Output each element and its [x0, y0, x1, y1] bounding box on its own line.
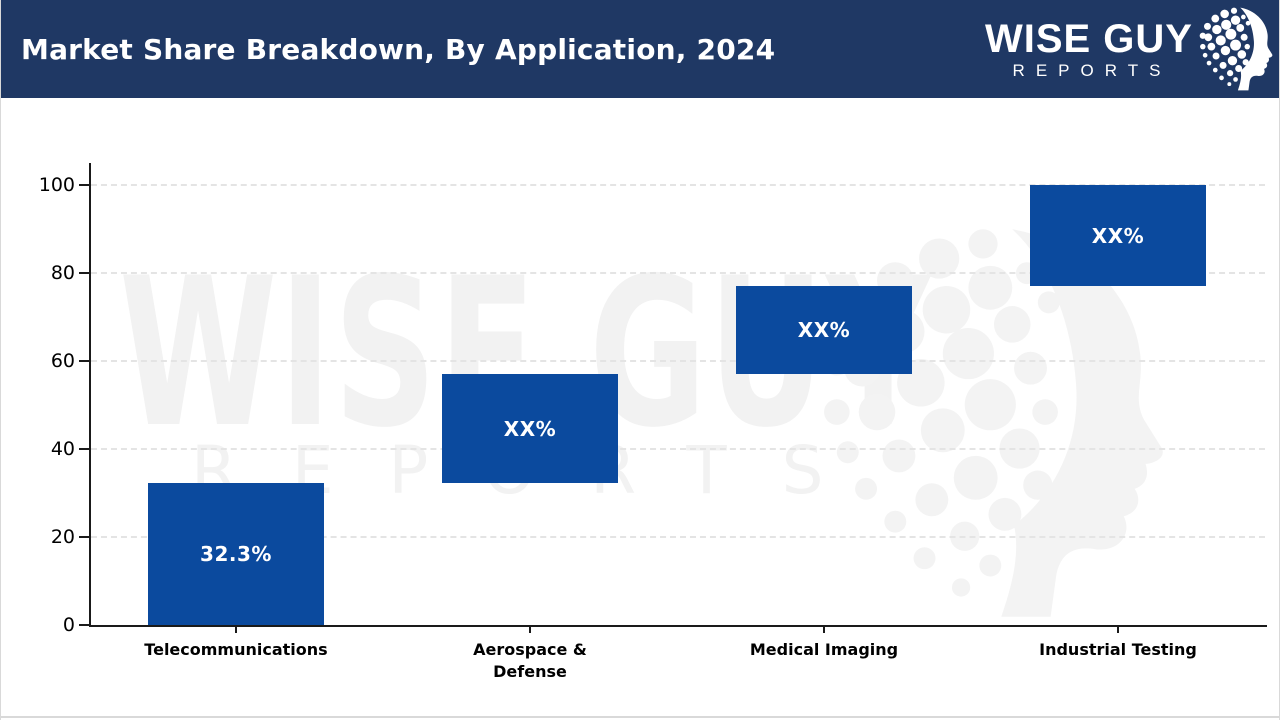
logo-wordmark-line1: WISE GUY: [984, 17, 1193, 61]
logo-wordmark: WISE GUY REPORTS: [985, 19, 1193, 79]
y-axis-label-60: 60: [50, 350, 75, 372]
plot-area: [89, 163, 1267, 627]
y-axis-tick-80: [79, 272, 89, 274]
y-axis-label-80: 80: [50, 262, 75, 284]
y-axis-label-100: 100: [38, 174, 75, 196]
x-axis-tick-0: [235, 627, 237, 633]
category-label-medical-imaging: Medical Imaging: [749, 640, 899, 659]
y-axis-tick-60: [79, 360, 89, 362]
gridline-40: [91, 448, 1265, 450]
y-axis-label-40: 40: [50, 438, 75, 460]
wiseguy-head-icon: [1195, 5, 1273, 93]
x-axis-tick-2: [823, 627, 825, 633]
header-bar: Market Share Breakdown, By Application, …: [1, 0, 1279, 98]
logo-wordmark-line2: REPORTS: [1012, 61, 1172, 80]
bar-aerospace-defense: XX%: [442, 374, 618, 483]
y-axis-tick-20: [79, 536, 89, 538]
bar-value-label: XX%: [797, 318, 851, 343]
bar-value-label: XX%: [1091, 223, 1145, 248]
y-axis-label-20: 20: [50, 526, 75, 548]
gridline-80: [91, 272, 1265, 274]
bar-telecommunications: 32.3%: [148, 482, 324, 625]
y-axis-label-0: 0: [62, 614, 75, 636]
x-axis-tick-1: [529, 627, 531, 633]
bar-value-label: 32.3%: [200, 541, 272, 566]
category-label-telecommunications: Telecommunications: [144, 640, 328, 659]
wiseguy-logo: WISE GUY REPORTS: [985, 5, 1273, 93]
category-label-industrial-testing: Industrial Testing: [1039, 640, 1197, 659]
gridline-20: [91, 536, 1265, 538]
footer-divider: [1, 716, 1279, 718]
y-axis-tick-0: [79, 624, 89, 626]
y-axis-tick-40: [79, 448, 89, 450]
bar-medical-imaging: XX%: [736, 286, 912, 375]
x-axis-tick-3: [1117, 627, 1119, 633]
chart-title: Market Share Breakdown, By Application, …: [21, 32, 776, 66]
y-axis-tick-100: [79, 184, 89, 186]
bar-value-label: XX%: [503, 416, 557, 441]
gridline-100: [91, 184, 1265, 186]
bar-industrial-testing: XX%: [1030, 185, 1206, 287]
gridline-60: [91, 360, 1265, 362]
category-label-aerospace-defense: Aerospace & Defense: [473, 640, 587, 681]
